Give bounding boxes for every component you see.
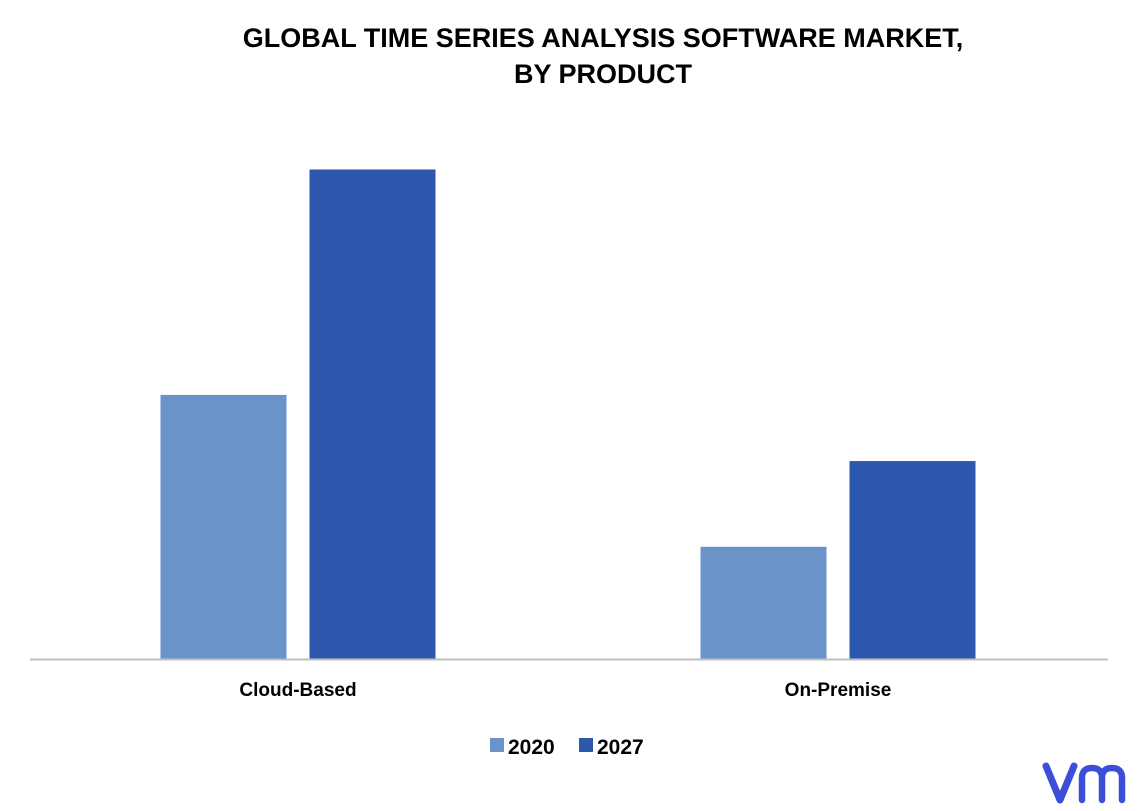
vmr-logo-icon — [1042, 762, 1126, 804]
category-labels: Cloud-Based On-Premise — [239, 680, 891, 701]
legend-swatch-2027 — [579, 738, 593, 752]
bar-on-premise-2027 — [848, 460, 977, 660]
category-label: Cloud-Based — [239, 680, 356, 701]
legend: 2020 2027 — [490, 736, 644, 759]
bar-cloud-based-2020 — [159, 393, 288, 660]
legend-label-2027: 2027 — [597, 736, 644, 759]
category-label: On-Premise — [785, 680, 892, 701]
bars-group — [159, 168, 977, 660]
bar-cloud-based-2027 — [308, 168, 437, 660]
bar-on-premise-2020 — [699, 545, 828, 660]
chart-title: GLOBAL TIME SERIES ANALYSIS SOFTWARE MAR… — [243, 23, 964, 53]
legend-label-2020: 2020 — [508, 736, 555, 759]
legend-swatch-2020 — [490, 738, 504, 752]
chart-subtitle: BY PRODUCT — [514, 59, 693, 89]
